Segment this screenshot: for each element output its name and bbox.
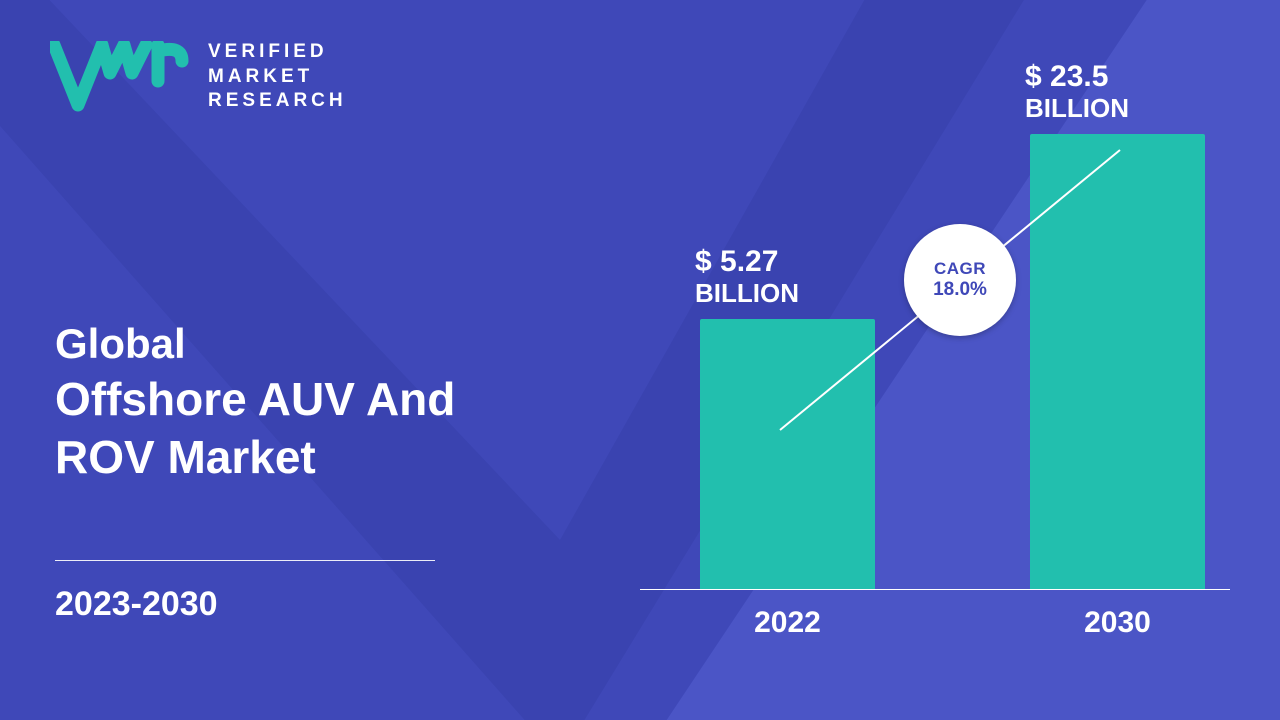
title-line-1: Global bbox=[55, 320, 455, 368]
bar-2030-unit: BILLION bbox=[1025, 94, 1129, 124]
brand-name: VERIFIED MARKET RESEARCH bbox=[208, 40, 347, 114]
bar-2030-amount: $ 23.5 bbox=[1025, 60, 1129, 95]
brand-line-3: RESEARCH bbox=[208, 89, 347, 114]
report-title: Global Offshore AUV And ROV Market bbox=[55, 320, 455, 484]
x-label-2022: 2022 bbox=[700, 606, 875, 640]
cagr-value: 18.0% bbox=[933, 279, 987, 301]
bar-2030 bbox=[1030, 134, 1205, 589]
market-bar-chart: $ 5.27 BILLION 2022 $ 23.5 BILLION 2030 … bbox=[640, 90, 1230, 650]
bar-2022 bbox=[700, 319, 875, 589]
title-line-2: Offshore AUV And bbox=[55, 372, 455, 426]
brand-header: VERIFIED MARKET RESEARCH bbox=[50, 40, 347, 114]
bar-2022-amount: $ 5.27 bbox=[695, 245, 799, 280]
title-line-3: ROV Market bbox=[55, 430, 455, 484]
vmr-logo-icon bbox=[50, 41, 190, 113]
cagr-label: CAGR bbox=[934, 259, 986, 279]
bar-2022-unit: BILLION bbox=[695, 279, 799, 309]
cagr-badge: CAGR 18.0% bbox=[904, 224, 1016, 336]
brand-line-2: MARKET bbox=[208, 65, 347, 90]
x-axis bbox=[640, 589, 1230, 590]
title-divider bbox=[55, 560, 435, 561]
bar-2022-value-label: $ 5.27 BILLION bbox=[695, 245, 799, 309]
brand-line-1: VERIFIED bbox=[208, 40, 347, 65]
bar-2030-value-label: $ 23.5 BILLION bbox=[1025, 60, 1129, 124]
x-label-2030: 2030 bbox=[1030, 606, 1205, 640]
forecast-period: 2023-2030 bbox=[55, 585, 218, 624]
